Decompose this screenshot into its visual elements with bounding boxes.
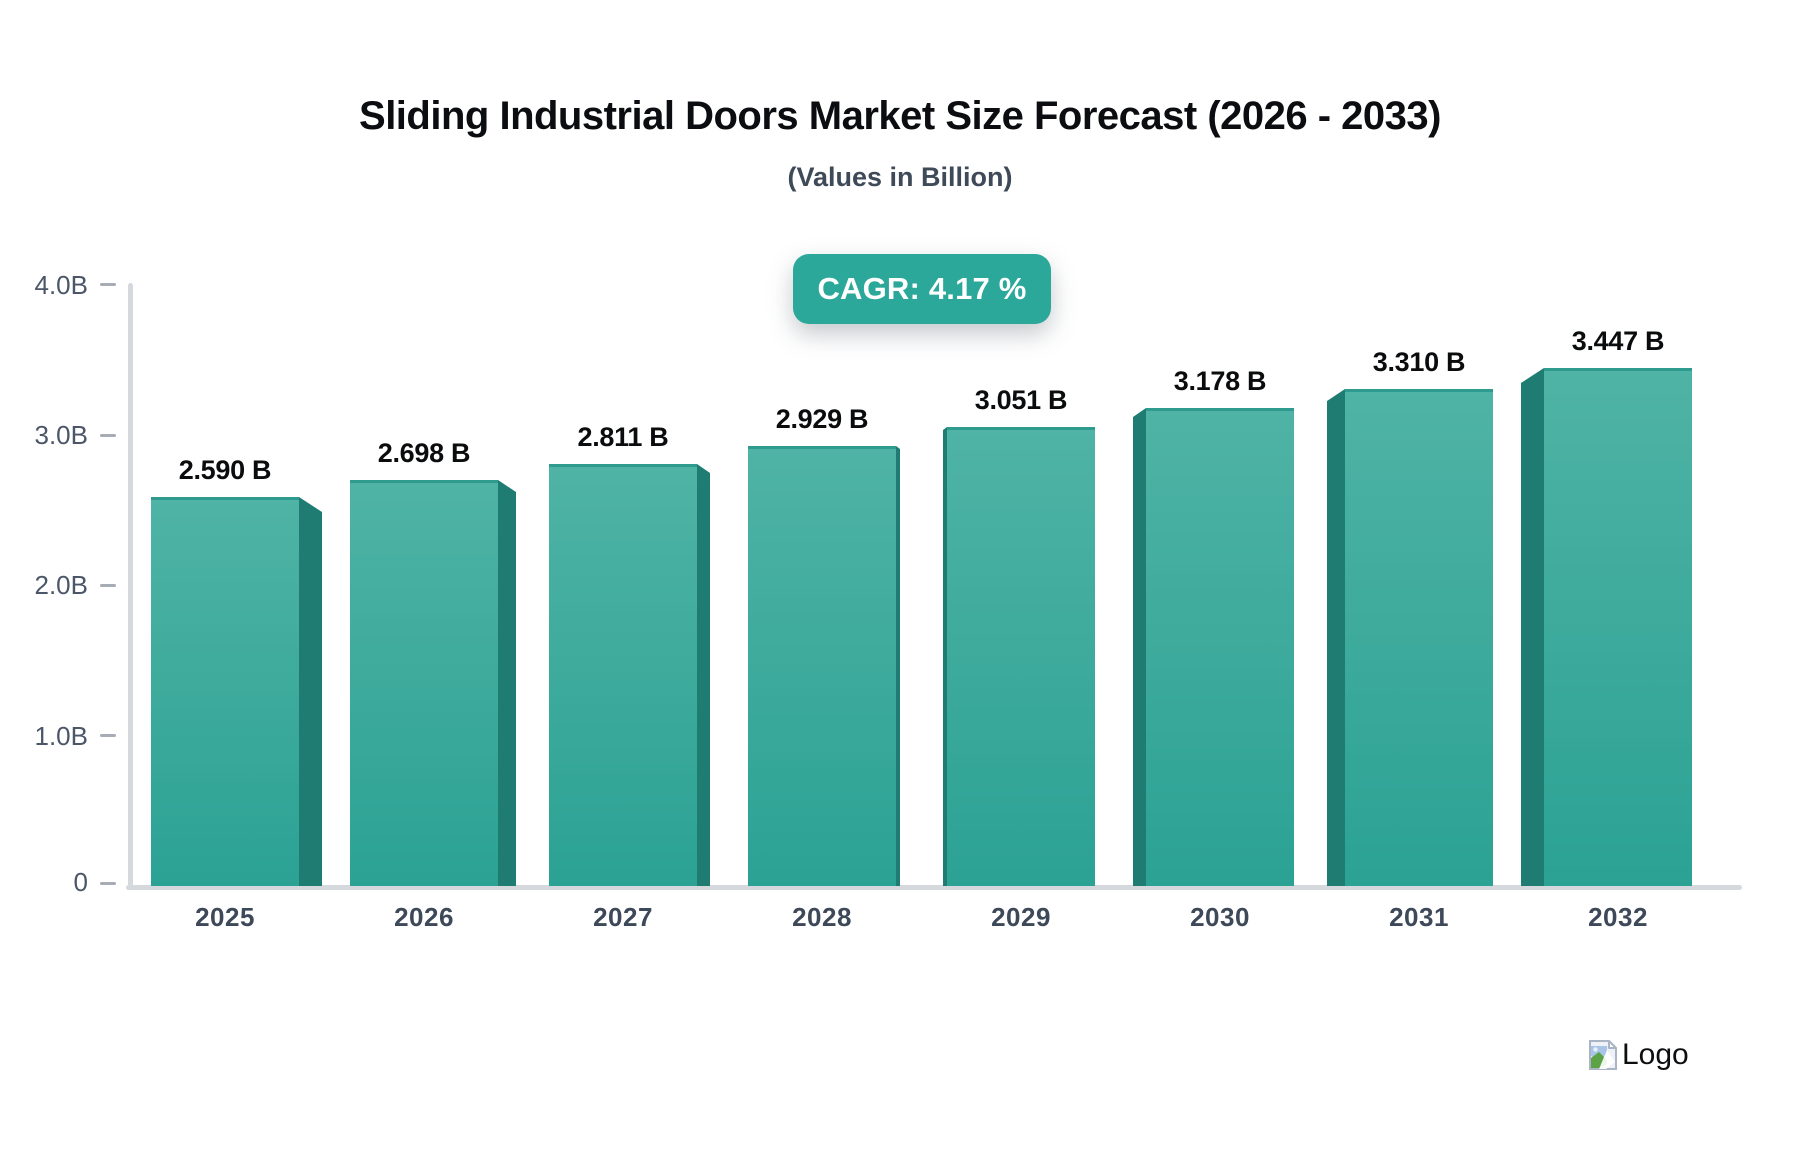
cagr-badge: CAGR: 4.17 % xyxy=(793,254,1051,324)
y-axis-tick-label: 4.0B xyxy=(34,269,89,300)
bar-3d-side xyxy=(299,497,322,886)
x-axis-category-label: 2026 xyxy=(394,902,454,932)
y-axis-tick-mark xyxy=(100,734,116,738)
broken-image-icon xyxy=(1589,1040,1617,1070)
y-axis-tick-mark xyxy=(100,283,116,287)
bar-3d-side xyxy=(498,480,516,886)
bar-2032[interactable] xyxy=(1544,368,1692,886)
y-axis-tick-mark xyxy=(100,433,116,437)
logo-alt-text: Logo xyxy=(1622,1038,1689,1071)
bar-2027[interactable] xyxy=(549,464,697,886)
bar-2029[interactable] xyxy=(947,427,1095,886)
x-axis-category-label: 2025 xyxy=(195,902,255,932)
bar-value-label: 2.929 B xyxy=(775,404,869,434)
chart-title: Sliding Industrial Doors Market Size For… xyxy=(359,94,1441,138)
bar-3d-side xyxy=(1521,368,1544,886)
x-axis-category-label: 2032 xyxy=(1588,902,1648,932)
y-axis-line xyxy=(128,283,133,889)
x-axis-category-label: 2030 xyxy=(1190,902,1250,932)
bar-value-label: 2.698 B xyxy=(377,438,471,468)
y-axis-tick-mark xyxy=(100,583,116,587)
x-axis-category-label: 2029 xyxy=(991,902,1051,932)
bar-3d-side xyxy=(1133,408,1146,886)
y-axis-tick-label: 3.0B xyxy=(34,420,89,451)
bar-value-label: 3.178 B xyxy=(1173,366,1267,396)
bar-2031[interactable] xyxy=(1345,389,1493,886)
x-axis-category-label: 2028 xyxy=(792,902,852,932)
bar-value-label: 2.811 B xyxy=(577,422,669,452)
bar-2028[interactable] xyxy=(748,446,896,886)
x-axis-line xyxy=(126,885,1742,890)
y-axis-tick-label: 0 xyxy=(73,867,88,897)
bar-3d-side xyxy=(1327,389,1345,886)
bar-2026[interactable] xyxy=(350,480,498,886)
bar-3d-side xyxy=(697,464,710,886)
bar-3d-side xyxy=(896,446,900,886)
bar-2030[interactable] xyxy=(1146,408,1294,886)
logo: Logo xyxy=(1586,1038,1689,1072)
bar-3d-side xyxy=(943,427,947,886)
bar-value-label: 3.447 B xyxy=(1571,326,1665,356)
bar-value-label: 3.310 B xyxy=(1372,347,1466,377)
y-axis-tick-mark xyxy=(100,881,116,885)
chart-subtitle: (Values in Billion) xyxy=(787,162,1013,192)
bar-value-label: 3.051 B xyxy=(974,385,1068,415)
x-axis-category-label: 2027 xyxy=(593,902,653,932)
x-axis-category-label: 2031 xyxy=(1389,902,1449,932)
y-axis-tick-label: 1.0B xyxy=(34,720,89,751)
y-axis-tick-label: 2.0B xyxy=(34,570,89,601)
bar-2025[interactable] xyxy=(151,497,299,886)
cagr-badge-label: CAGR: 4.17 % xyxy=(817,271,1027,306)
bar-value-label: 2.590 B xyxy=(178,455,272,485)
